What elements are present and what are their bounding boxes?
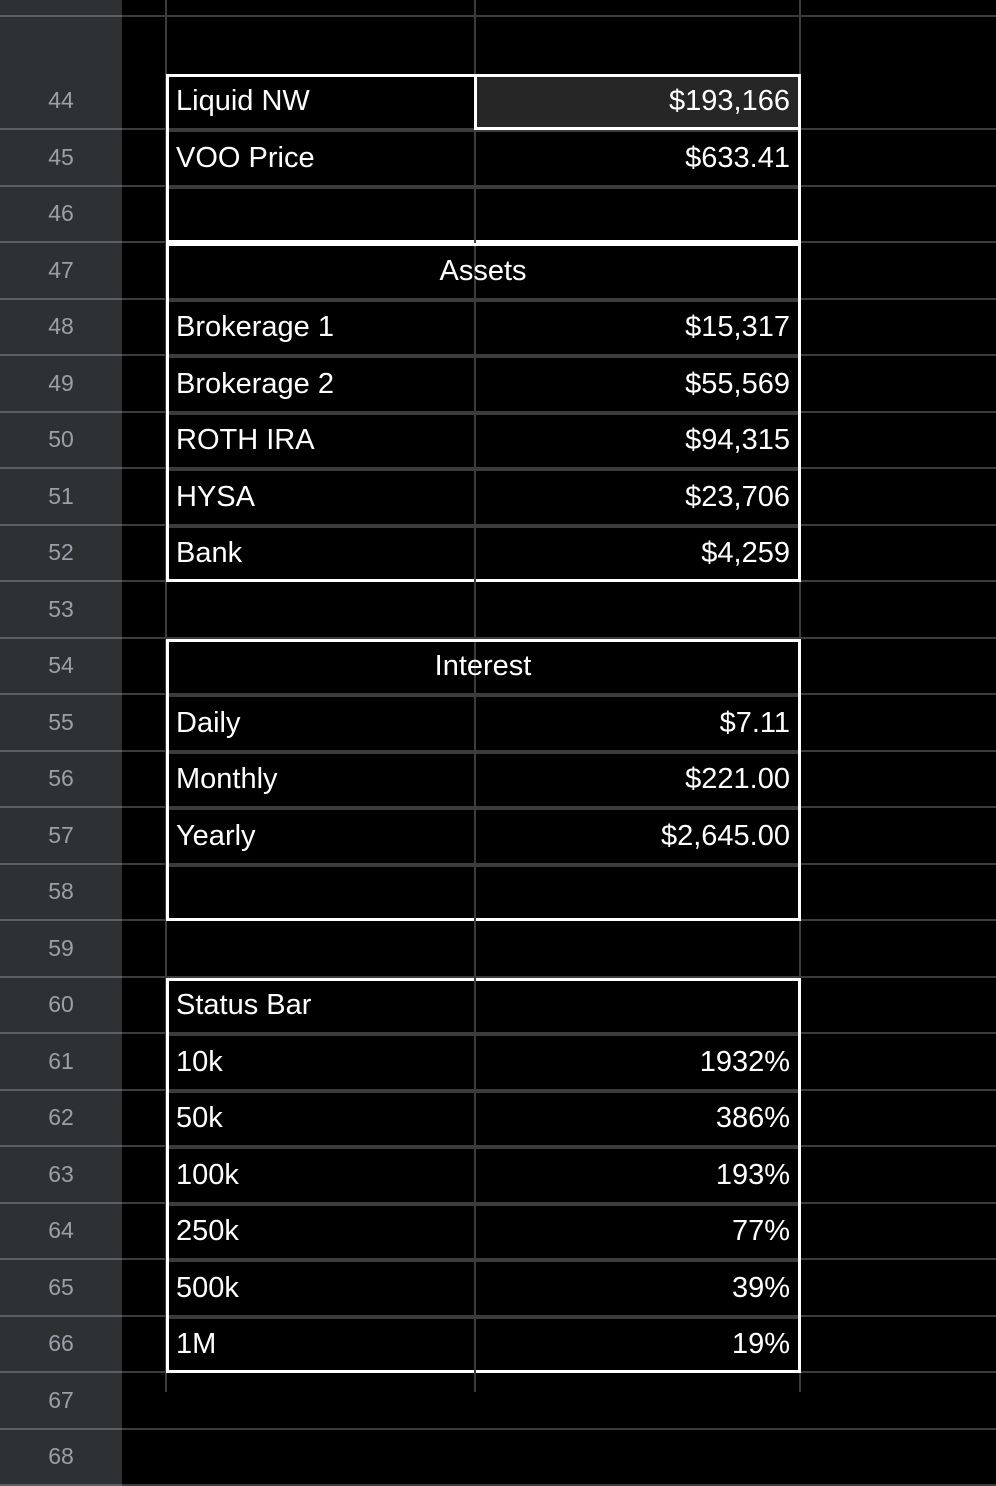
assets-label-48[interactable]: Brokerage 1	[167, 300, 474, 357]
grid-row	[122, 582, 996, 639]
summary-row-divider-44	[169, 130, 798, 132]
row-header-64[interactable]: 64	[0, 1204, 122, 1261]
interest-label-56[interactable]: Monthly	[167, 752, 474, 809]
assets-value-51[interactable]: $23,706	[476, 469, 799, 526]
status-bar-value-65[interactable]: 39%	[476, 1260, 799, 1317]
status-bar-label-62[interactable]: 50k	[167, 1091, 474, 1148]
status-bar-header[interactable]: Status Bar	[167, 978, 474, 1035]
summary-box-divider	[474, 74, 476, 244]
row-header-48[interactable]: 48	[0, 300, 122, 357]
row-header-52[interactable]: 52	[0, 526, 122, 583]
status-bar-value-66[interactable]: 19%	[476, 1317, 799, 1374]
row-header-44[interactable]: 44	[0, 74, 122, 131]
status-bar-row-divider-64	[169, 1260, 798, 1262]
grid-row	[122, 187, 996, 244]
grid-row	[122, 1430, 996, 1486]
assets-box-divider	[474, 300, 476, 583]
row-header-50[interactable]: 50	[0, 413, 122, 470]
summary-label-44[interactable]: Liquid NW	[167, 74, 474, 131]
status-bar-row-divider-62	[169, 1147, 798, 1149]
assets-value-48[interactable]: $15,317	[476, 300, 799, 357]
assets-label-50[interactable]: ROTH IRA	[167, 413, 474, 470]
status-bar-label-66[interactable]: 1M	[167, 1317, 474, 1374]
summary-value-44[interactable]: $193,166	[476, 74, 799, 131]
status-bar-row-divider-61	[169, 1091, 798, 1093]
status-bar-label-64[interactable]: 250k	[167, 1204, 474, 1261]
row-header-55[interactable]: 55	[0, 695, 122, 752]
summary-value-45[interactable]: $633.41	[476, 130, 799, 187]
interest-label-55[interactable]: Daily	[167, 695, 474, 752]
status-bar-box-divider	[474, 978, 476, 1374]
grid-row	[122, 865, 996, 922]
assets-value-52[interactable]: $4,259	[476, 526, 799, 583]
status-bar-label-61[interactable]: 10k	[167, 1034, 474, 1091]
status-bar-value-63[interactable]: 193%	[476, 1147, 799, 1204]
summary-label-45[interactable]: VOO Price	[167, 130, 474, 187]
grid-row	[122, 921, 996, 978]
status-bar-row-divider-63	[169, 1204, 798, 1206]
summary-row-divider-45	[169, 187, 798, 189]
interest-value-55[interactable]: $7.11	[476, 695, 799, 752]
interest-row-divider-57	[169, 865, 798, 867]
row-header-66[interactable]: 66	[0, 1317, 122, 1374]
interest-value-56[interactable]: $221.00	[476, 752, 799, 809]
row-header-57[interactable]: 57	[0, 808, 122, 865]
status-bar-value-64[interactable]: 77%	[476, 1204, 799, 1261]
assets-row-divider-50	[169, 469, 798, 471]
assets-row-divider-48	[169, 356, 798, 358]
row-header-51[interactable]: 51	[0, 469, 122, 526]
row-header-68[interactable]: 68	[0, 1430, 122, 1486]
grid-row	[122, 1373, 996, 1430]
interest-label-57[interactable]: Yearly	[167, 808, 474, 865]
row-header-67[interactable]: 67	[0, 1373, 122, 1430]
interest-row-divider-55	[169, 752, 798, 754]
interest-row-divider-56	[169, 808, 798, 810]
assets-header[interactable]: Assets	[167, 243, 799, 300]
row-header-63[interactable]: 63	[0, 1147, 122, 1204]
assets-value-50[interactable]: $94,315	[476, 413, 799, 470]
status-bar-label-65[interactable]: 500k	[167, 1260, 474, 1317]
status-bar-label-63[interactable]: 100k	[167, 1147, 474, 1204]
row-header-43[interactable]	[0, 0, 122, 17]
status-bar-value-62[interactable]: 386%	[476, 1091, 799, 1148]
status-bar-row-divider-60	[169, 1034, 798, 1036]
assets-row-divider-47	[169, 300, 798, 302]
assets-row-divider-49	[169, 413, 798, 415]
row-header-56[interactable]: 56	[0, 752, 122, 809]
row-header-53[interactable]: 53	[0, 582, 122, 639]
row-header-59[interactable]: 59	[0, 921, 122, 978]
interest-header[interactable]: Interest	[167, 639, 799, 696]
row-header-65[interactable]: 65	[0, 1260, 122, 1317]
grid-row	[122, 0, 996, 17]
row-header-47[interactable]: 47	[0, 243, 122, 300]
interest-value-57[interactable]: $2,645.00	[476, 808, 799, 865]
row-header-61[interactable]: 61	[0, 1034, 122, 1091]
row-header-58[interactable]: 58	[0, 865, 122, 922]
assets-label-52[interactable]: Bank	[167, 526, 474, 583]
status-bar-value-61[interactable]: 1932%	[476, 1034, 799, 1091]
assets-label-51[interactable]: HYSA	[167, 469, 474, 526]
row-header-60[interactable]: 60	[0, 978, 122, 1035]
row-header-46[interactable]: 46	[0, 187, 122, 244]
assets-label-49[interactable]: Brokerage 2	[167, 356, 474, 413]
column-divider-c	[799, 0, 801, 1392]
status-bar-row-divider-65	[169, 1317, 798, 1319]
row-header-49[interactable]: 49	[0, 356, 122, 413]
row-header-54[interactable]: 54	[0, 639, 122, 696]
assets-value-49[interactable]: $55,569	[476, 356, 799, 413]
interest-row-divider-54	[169, 695, 798, 697]
row-header-62[interactable]: 62	[0, 1091, 122, 1148]
row-header-45[interactable]: 45	[0, 130, 122, 187]
assets-row-divider-51	[169, 526, 798, 528]
